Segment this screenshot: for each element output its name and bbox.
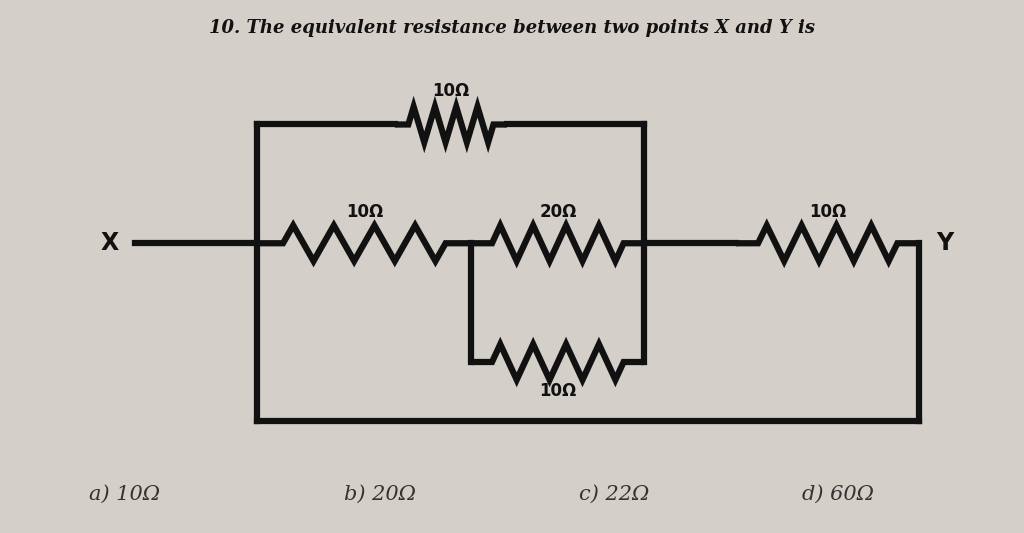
Text: a) 10Ω: a) 10Ω	[89, 485, 161, 504]
Text: 10Ω: 10Ω	[540, 382, 577, 400]
Text: c) 22Ω: c) 22Ω	[579, 485, 649, 504]
Text: 10Ω: 10Ω	[432, 82, 470, 100]
Text: d) 60Ω: d) 60Ω	[802, 485, 873, 504]
Text: 10Ω: 10Ω	[346, 204, 383, 222]
Text: 10. The equivalent resistance between two points X and Y is: 10. The equivalent resistance between tw…	[209, 19, 815, 37]
Text: b) 20Ω: b) 20Ω	[344, 485, 416, 504]
Text: X: X	[100, 231, 119, 255]
Text: 10Ω: 10Ω	[809, 204, 847, 222]
Text: 20Ω: 20Ω	[540, 204, 577, 222]
Text: Y: Y	[936, 231, 953, 255]
